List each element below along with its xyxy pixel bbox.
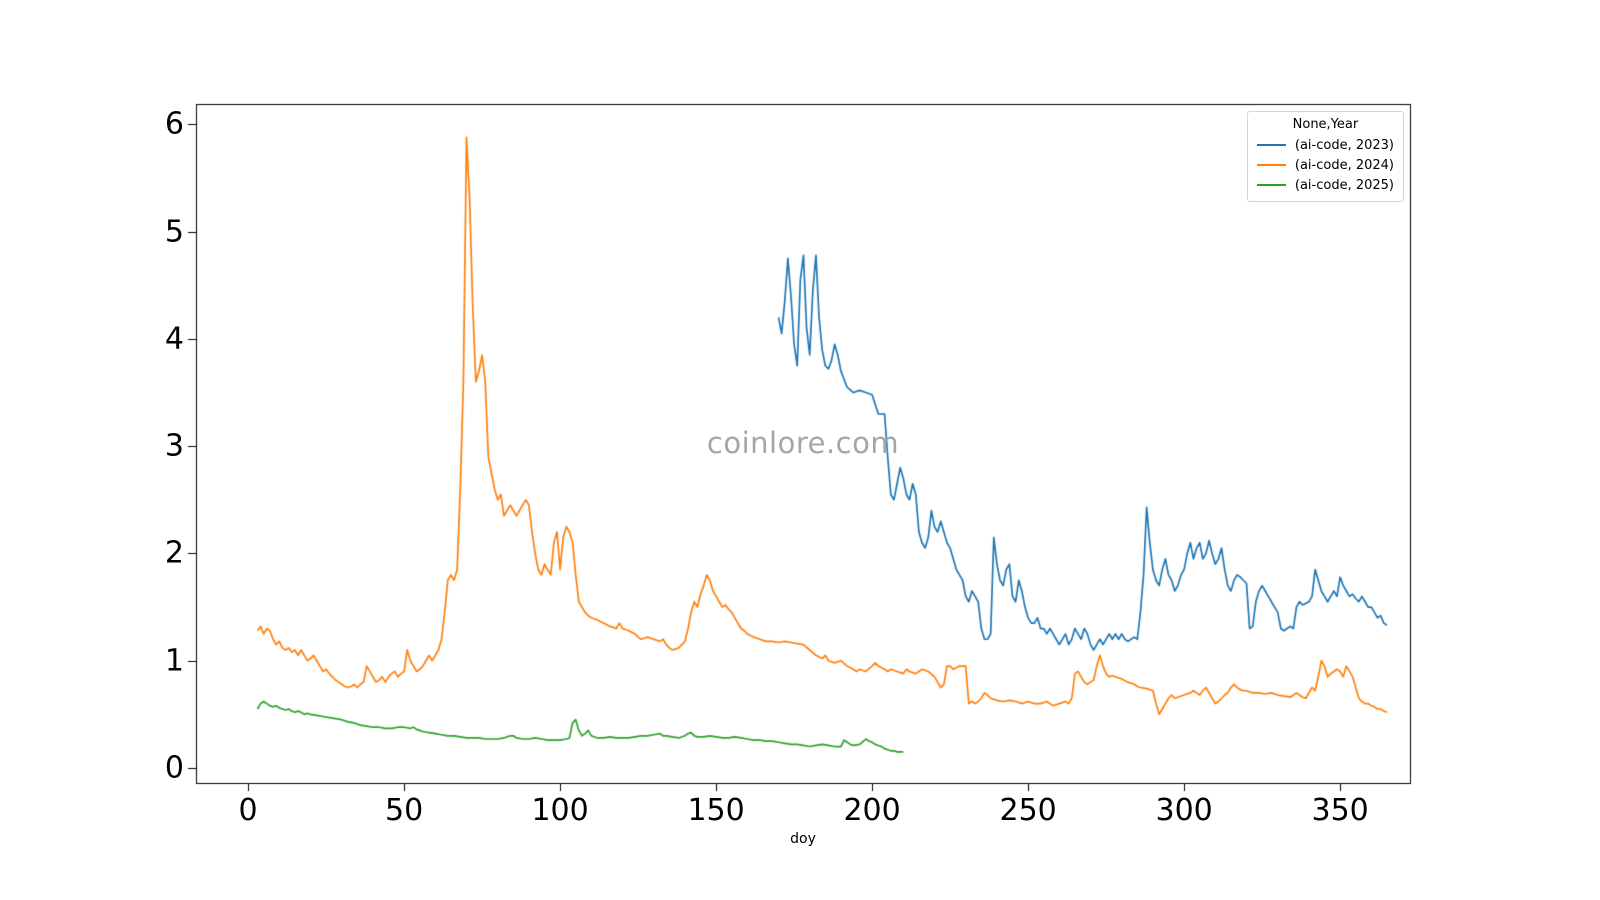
x-tick-label: 0 <box>238 793 258 828</box>
y-tick-label: 1 <box>164 643 184 679</box>
y-tick-label: 4 <box>164 321 184 357</box>
legend: None,Year (ai-code, 2023) (ai-code, 2024)… <box>1246 111 1404 202</box>
legend-entry: (ai-code, 2023) <box>1256 135 1394 155</box>
legend-entry-label: (ai-code, 2024) <box>1294 157 1394 173</box>
legend-items: (ai-code, 2023) (ai-code, 2024) (ai-code, … <box>1256 135 1394 195</box>
y-tick-label: 2 <box>164 535 184 571</box>
legend-entry-label: (ai-code, 2023) <box>1294 137 1394 153</box>
x-tick-label: 250 <box>999 793 1057 828</box>
y-tick-label: 0 <box>164 750 184 786</box>
y-tick-label: 3 <box>164 428 184 464</box>
legend-line-swatch <box>1256 184 1286 186</box>
watermark-text: coinlore.com <box>706 426 900 460</box>
legend-entry: (ai-code, 2025) <box>1256 175 1394 195</box>
x-tick-label: 350 <box>1311 793 1369 828</box>
legend-line-swatch <box>1256 164 1286 166</box>
legend-line-swatch <box>1256 144 1286 146</box>
legend-entry: (ai-code, 2024) <box>1256 155 1394 175</box>
x-tick-label: 200 <box>843 793 901 828</box>
x-tick-label: 300 <box>1155 793 1213 828</box>
x-tick-label: 150 <box>687 793 745 828</box>
x-tick-label: 50 <box>385 793 424 828</box>
legend-entry-label: (ai-code, 2025) <box>1294 177 1394 193</box>
x-tick-label: 100 <box>531 793 589 828</box>
y-tick-label: 5 <box>164 214 184 250</box>
x-axis-label: doy <box>790 831 816 847</box>
y-tick-label: 6 <box>164 106 184 142</box>
legend-title: None,Year <box>1292 117 1359 132</box>
